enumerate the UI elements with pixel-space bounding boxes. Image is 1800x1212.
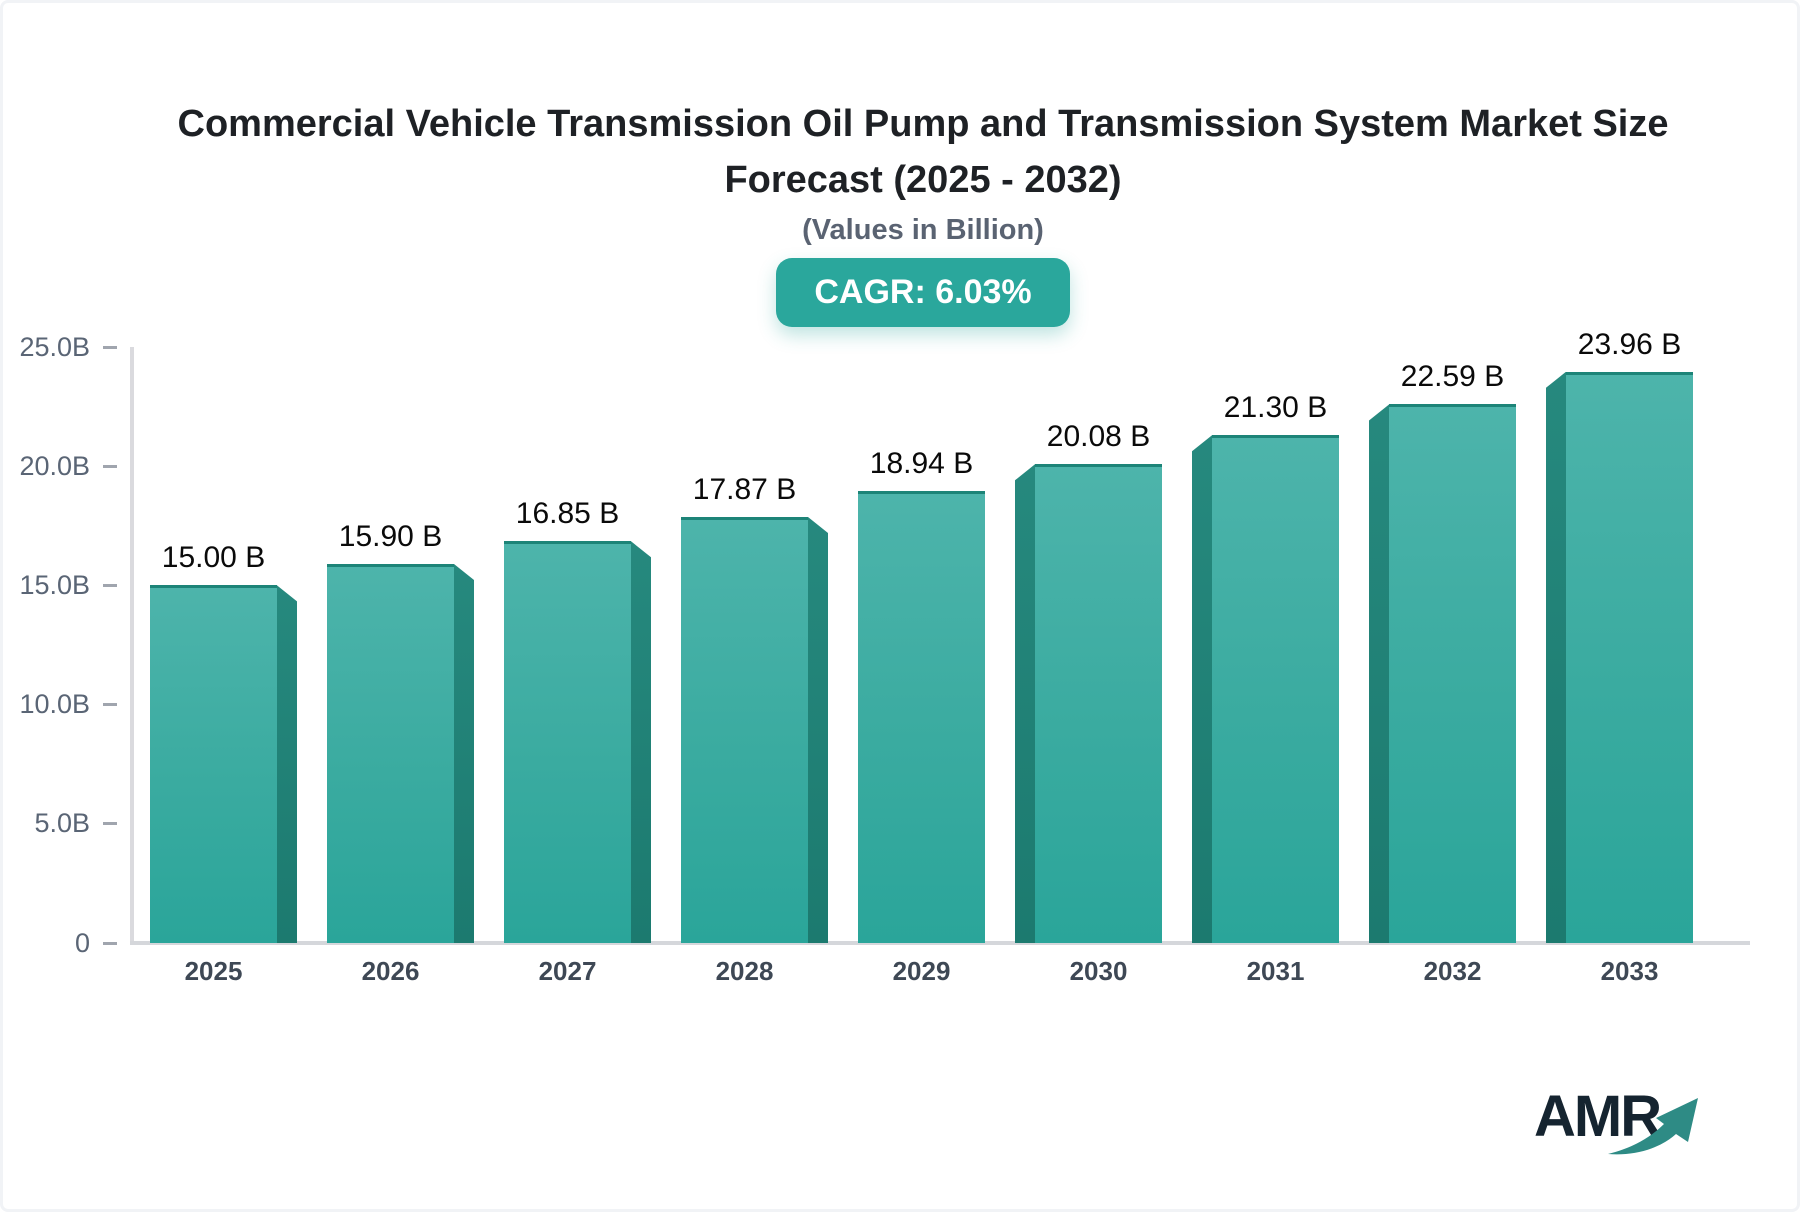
bar-value-label: 20.08 B xyxy=(1046,420,1151,454)
bar-2027 xyxy=(504,541,631,943)
x-tick-label: 2028 xyxy=(715,956,774,986)
bar-2029 xyxy=(858,491,985,943)
y-tick-dash xyxy=(103,345,117,349)
bar-2031 xyxy=(1212,435,1339,943)
bar-side-face xyxy=(277,585,297,943)
y-axis-line xyxy=(130,347,134,943)
bar-value-label: 15.00 B xyxy=(161,541,266,575)
bar-2025 xyxy=(150,585,277,943)
bar-value-label: 15.90 B xyxy=(338,519,443,553)
bar-side-face xyxy=(1546,371,1566,943)
x-tick-label: 2033 xyxy=(1600,956,1659,986)
x-tick-label: 2027 xyxy=(538,956,597,986)
bar-value-label: 16.85 B xyxy=(515,497,620,531)
y-tick-dash xyxy=(103,941,117,945)
bar-value-label: 23.96 B xyxy=(1577,327,1682,361)
y-tick-label: 25.0B xyxy=(19,331,90,362)
bar-side-face xyxy=(454,563,474,943)
y-tick-label: 10.0B xyxy=(19,689,90,720)
trend-up-arrow-icon xyxy=(1608,1098,1698,1155)
x-tick-label: 2030 xyxy=(1069,956,1128,986)
y-tick-label: 5.0B xyxy=(34,808,90,839)
x-tick-label: 2031 xyxy=(1246,956,1305,986)
bar-side-face xyxy=(808,516,828,943)
bar-2030 xyxy=(1035,464,1162,943)
bar-side-face xyxy=(1369,404,1389,943)
x-axis-baseline xyxy=(130,941,1750,945)
y-tick-label: 15.0B xyxy=(19,569,90,600)
x-tick-label: 2029 xyxy=(892,956,951,986)
amr-logo: AMR xyxy=(1534,1088,1714,1158)
bar-2032 xyxy=(1389,404,1516,943)
y-tick-dash xyxy=(103,583,117,587)
chart-header: Commercial Vehicle Transmission Oil Pump… xyxy=(23,96,1800,327)
chart-subtitle: (Values in Billion) xyxy=(802,214,1044,246)
bar-value-label: 17.87 B xyxy=(692,472,797,506)
bar-value-label: 21.30 B xyxy=(1223,391,1328,425)
chart-title-line2: Forecast (2025 - 2032) xyxy=(724,159,1122,201)
bar-value-label: 18.94 B xyxy=(869,447,974,481)
y-tick-dash xyxy=(103,464,117,468)
bar-2028 xyxy=(681,516,808,943)
bar-2026 xyxy=(327,563,454,943)
y-tick-label: 20.0B xyxy=(19,450,90,481)
y-tick-dash xyxy=(103,703,117,707)
bar-side-face xyxy=(631,541,651,943)
y-tick-dash xyxy=(103,822,117,826)
bar-2033 xyxy=(1566,371,1693,943)
chart-title-line1: Commercial Vehicle Transmission Oil Pump… xyxy=(177,103,1669,145)
bar-value-label: 22.59 B xyxy=(1400,360,1505,394)
x-tick-label: 2032 xyxy=(1423,956,1482,986)
bar-side-face xyxy=(1015,464,1035,943)
x-tick-label: 2025 xyxy=(184,956,243,986)
bar-side-face xyxy=(1192,435,1212,943)
y-tick-label: 0 xyxy=(74,927,90,958)
amr-logo-text: AMR xyxy=(1534,1084,1662,1149)
cagr-badge: CAGR: 6.03% xyxy=(776,258,1070,327)
x-tick-label: 2026 xyxy=(361,956,420,986)
